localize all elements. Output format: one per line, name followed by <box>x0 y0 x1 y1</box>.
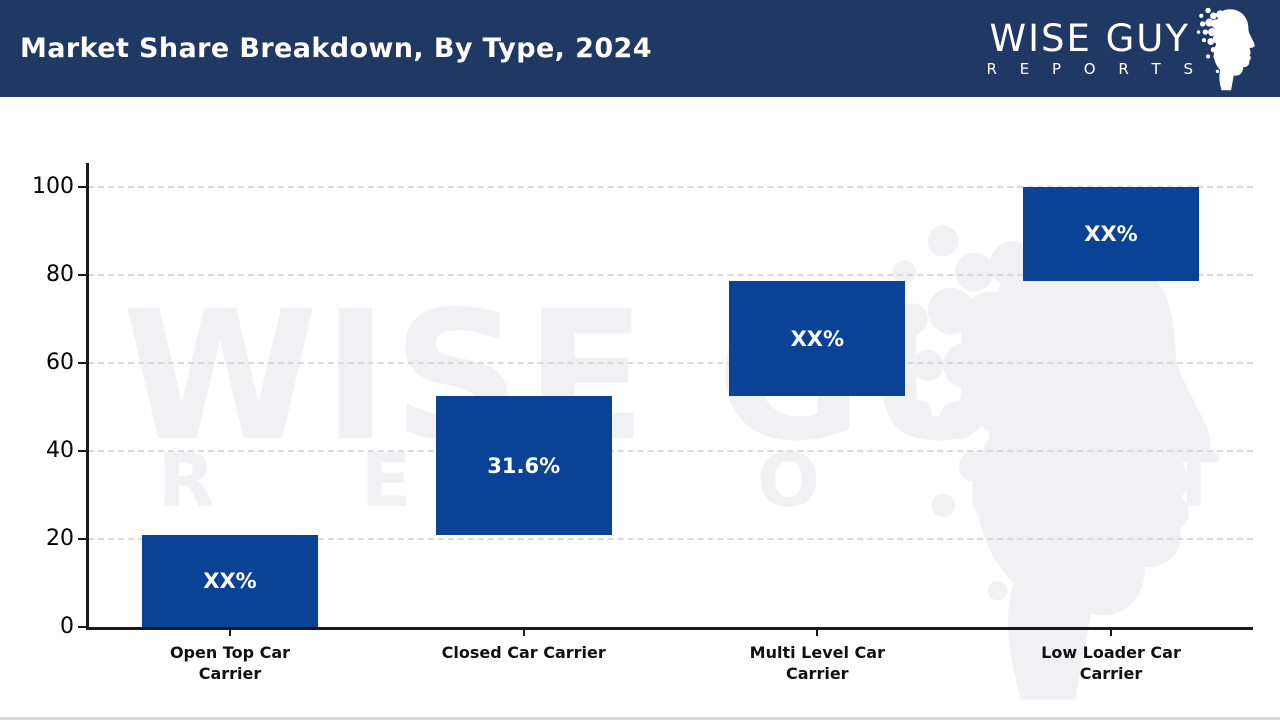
logo-text: WISE GUY R E P O R T S <box>978 20 1202 77</box>
x-tickmark-3 <box>1110 627 1112 636</box>
y-tickmark-80 <box>78 274 88 276</box>
bar-value-label: 31.6% <box>487 453 561 478</box>
gridline-60 <box>88 362 1253 364</box>
gridline-40 <box>88 450 1253 452</box>
y-tick-label-0: 0 <box>60 614 74 639</box>
category-label: Low Loader Car Carrier <box>1041 643 1181 683</box>
wise-guy-logo: WISE GUY R E P O R T S <box>978 5 1280 93</box>
header-bar: Market Share Breakdown, By Type, 2024 WI… <box>0 0 1280 97</box>
wise-guy-head-icon <box>1196 7 1255 90</box>
bar-value-label: XX% <box>1084 222 1138 247</box>
y-tickmark-40 <box>78 450 88 452</box>
x-tickmark-1 <box>522 627 525 636</box>
category-label: Multi Level Car Carrier <box>749 643 885 683</box>
waterfall-chart: 0 20 40 60 80 100 XX% Open Top Car Carrier 31.6%… <box>0 97 1280 718</box>
y-tickmark-0 <box>78 626 88 628</box>
y-tickmark-20 <box>78 538 88 540</box>
y-tick-label-40: 40 <box>46 438 74 463</box>
bar-segment: XX% <box>1023 187 1199 282</box>
gridline-100 <box>88 186 1253 188</box>
category-label: Closed Car Carrier <box>441 643 606 662</box>
y-tick-label-20: 20 <box>46 526 74 551</box>
watermark-head-icon <box>879 225 1211 700</box>
page-title: Market Share Breakdown, By Type, 2024 <box>20 33 652 64</box>
y-axis-line <box>86 163 89 629</box>
y-tick-label-60: 60 <box>46 350 74 375</box>
y-tick-label-80: 80 <box>46 262 74 287</box>
bottom-border <box>0 717 1280 720</box>
bar-value-label: XX% <box>790 326 845 351</box>
gridline-80 <box>88 274 1253 276</box>
bar-segment: XX% <box>142 535 318 627</box>
y-tickmark-100 <box>78 186 88 188</box>
gridline-20 <box>88 538 1253 540</box>
y-tickmark-60 <box>78 362 88 364</box>
x-axis-line <box>86 627 1253 630</box>
logo-subtitle: R E P O R T S <box>986 60 1202 78</box>
bar-segment: XX% <box>729 281 906 397</box>
category-label: Open Top Car Carrier <box>169 643 291 683</box>
bar-segment: 31.6% <box>435 396 612 536</box>
x-tickmark-2 <box>816 627 819 636</box>
y-tick-label-100: 100 <box>32 174 74 199</box>
x-tickmark-0 <box>229 627 231 636</box>
logo-wordmark: WISE GUY <box>989 17 1190 60</box>
bar-value-label: XX% <box>203 569 257 594</box>
